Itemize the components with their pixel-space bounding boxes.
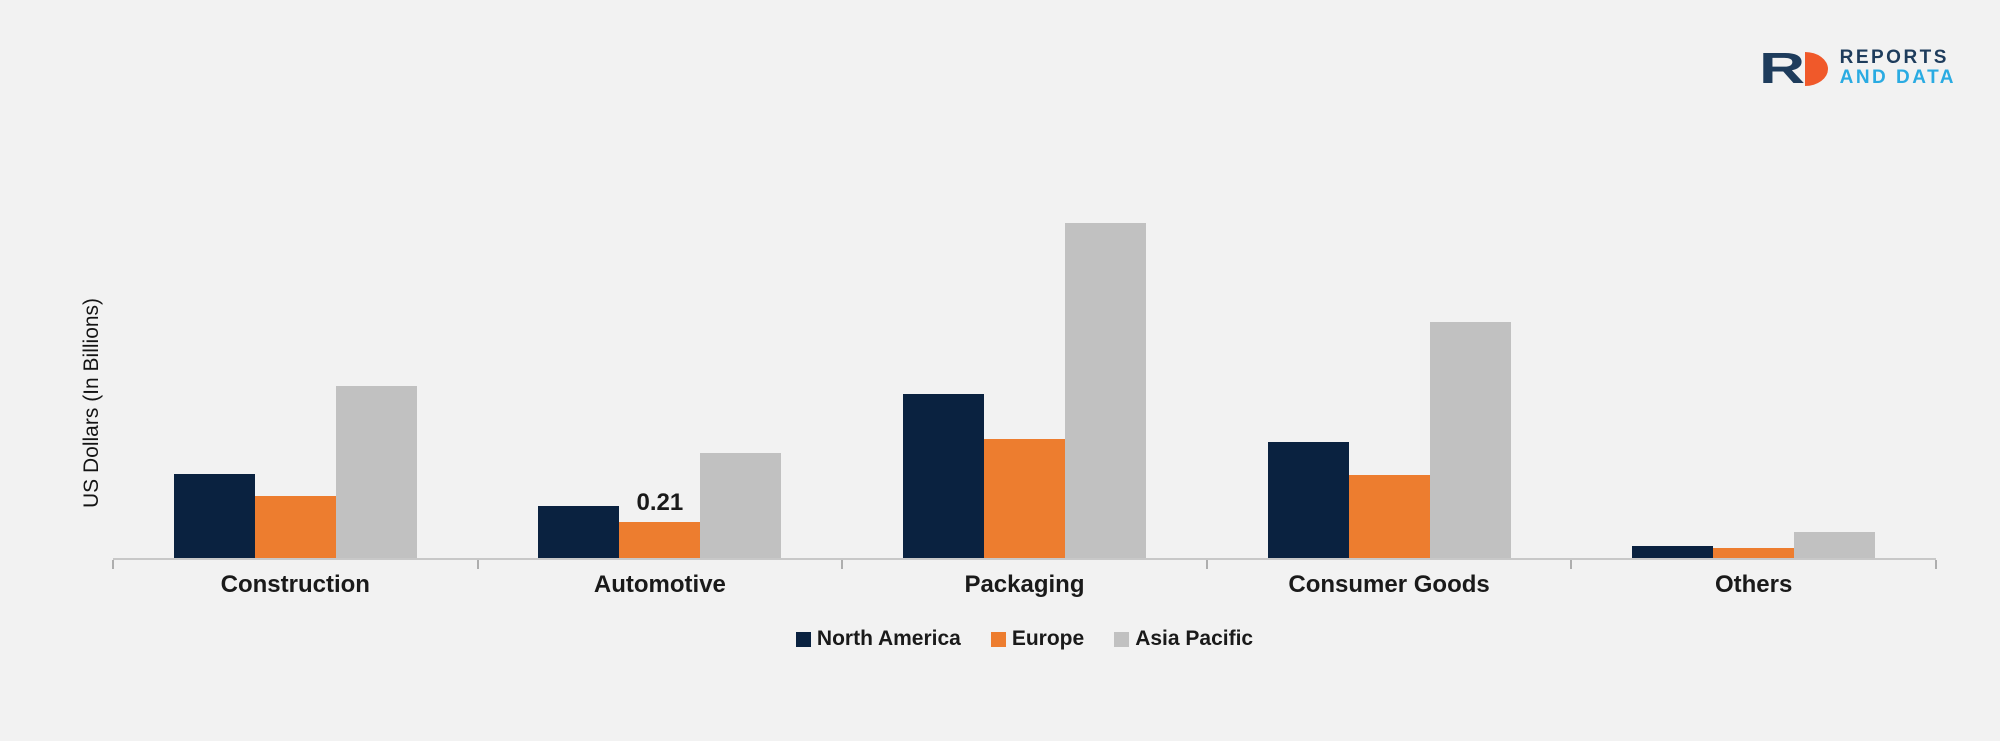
x-axis-tick xyxy=(476,560,479,569)
category-label-packaging: Packaging xyxy=(964,571,1085,598)
category-label-others: Others xyxy=(1714,571,1793,598)
logo-text: REPORTS AND DATA xyxy=(1840,48,1956,88)
bar-asia-pacific-others xyxy=(1794,532,1876,558)
bar-europe-packaging xyxy=(983,439,1065,558)
legend: North America Europe Asia Pacific xyxy=(113,627,1936,651)
legend-label-north-america: North America xyxy=(816,627,961,650)
bar-north-america-consumer-goods xyxy=(1267,442,1349,558)
x-axis-labels: Construction Automotive Packaging Consumer … xyxy=(113,571,1936,599)
category-label-construction: Construction xyxy=(220,571,370,598)
bar-north-america-automotive xyxy=(538,506,620,558)
category-group-construction xyxy=(113,213,478,558)
plot-area: 0.21 xyxy=(112,213,1937,569)
logo-line-reports: REPORTS xyxy=(1839,47,1949,68)
bar-north-america-others xyxy=(1632,545,1714,558)
bar-europe-consumer-goods xyxy=(1348,475,1430,558)
logo-mark-icon: R xyxy=(1758,43,1828,93)
category-group-automotive: 0.21 xyxy=(478,213,843,558)
bar-europe-construction xyxy=(254,495,336,558)
reports-and-data-logo: R REPORTS AND DATA xyxy=(1758,43,1956,93)
bar-north-america-packaging xyxy=(902,394,984,558)
x-axis-tick xyxy=(841,560,844,569)
legend-swatch-icon-asia-pacific xyxy=(1114,631,1130,647)
x-axis-tick xyxy=(1935,560,1937,569)
category-label-automotive: Automotive xyxy=(593,571,726,598)
bar-europe-automotive: 0.21 xyxy=(619,489,701,558)
legend-item-asia-pacific: Asia Pacific xyxy=(1114,627,1253,651)
x-axis-tick xyxy=(1570,560,1573,569)
legend-item-north-america: North America xyxy=(795,627,961,651)
logo-d-icon xyxy=(1804,51,1828,86)
category-group-others xyxy=(1571,213,1936,558)
legend-swatch-icon-europe xyxy=(990,631,1006,647)
logo-line-and-data: AND DATA xyxy=(1839,66,1956,88)
bar-north-america-construction xyxy=(173,473,255,558)
legend-label-asia-pacific: Asia Pacific xyxy=(1135,627,1254,650)
x-axis-tick xyxy=(112,560,114,569)
bar-europe-others xyxy=(1713,547,1795,558)
category-label-consumer-goods: Consumer Goods xyxy=(1288,571,1490,598)
bar-asia-pacific-packaging xyxy=(1064,223,1146,558)
category-group-packaging xyxy=(842,213,1207,558)
bar-asia-pacific-consumer-goods xyxy=(1429,321,1511,558)
data-label-europe-automotive: 0.21 xyxy=(636,488,684,516)
legend-item-europe: Europe xyxy=(990,627,1085,651)
y-axis-label: US Dollars (In Billions) xyxy=(80,297,103,508)
logo-r-letter: R xyxy=(1758,43,1805,93)
legend-swatch-icon-north-america xyxy=(795,631,811,647)
x-axis-tick xyxy=(1205,560,1208,569)
category-group-consumer-goods xyxy=(1207,213,1572,558)
legend-label-europe: Europe xyxy=(1011,627,1085,650)
bar-asia-pacific-automotive xyxy=(700,452,782,558)
bar-asia-pacific-construction xyxy=(335,385,417,558)
